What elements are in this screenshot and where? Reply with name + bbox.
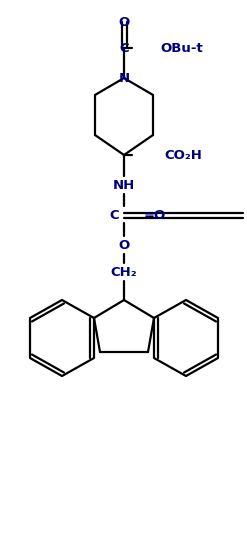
Text: O: O	[118, 238, 130, 251]
Text: CH₂: CH₂	[111, 266, 137, 279]
Text: CO₂H: CO₂H	[164, 148, 202, 161]
Text: N: N	[119, 72, 130, 85]
Text: O: O	[118, 16, 130, 28]
Text: C: C	[109, 209, 119, 222]
Text: OBu-t: OBu-t	[160, 41, 203, 54]
Text: C: C	[119, 41, 129, 54]
Text: NH: NH	[113, 179, 135, 192]
Text: =O: =O	[144, 209, 166, 222]
